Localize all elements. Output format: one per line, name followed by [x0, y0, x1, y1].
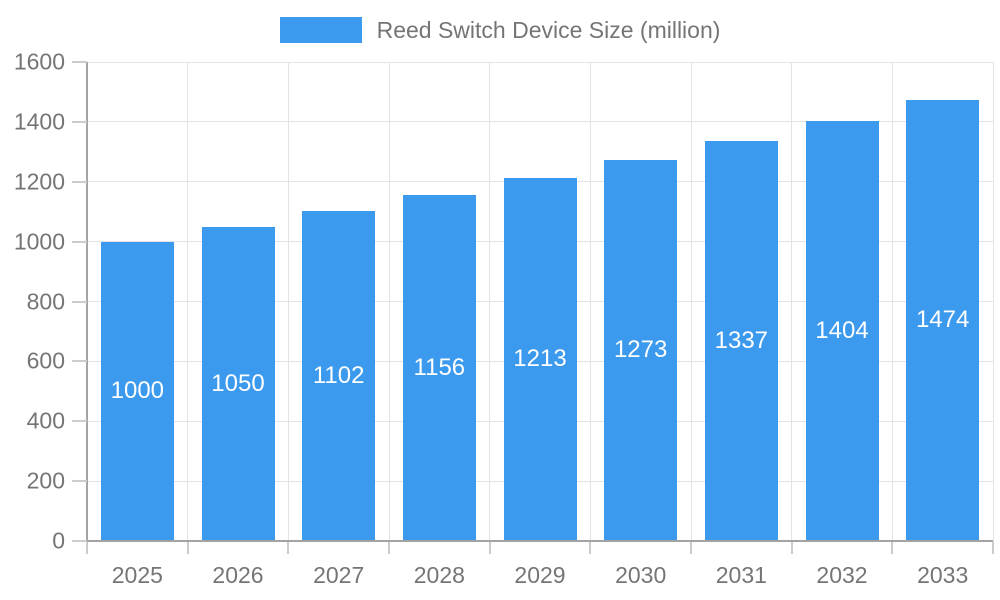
x-gridline — [589, 62, 591, 541]
x-axis-label: 2027 — [313, 562, 365, 588]
bar — [402, 194, 476, 541]
bar — [100, 241, 174, 541]
x-gridline — [690, 62, 692, 541]
x-axis-tick — [790, 542, 793, 554]
bar-value-label: 1102 — [312, 362, 365, 390]
x-axis-label: 2032 — [816, 562, 868, 588]
y-axis-label: 1000 — [13, 228, 65, 255]
y-gridline — [87, 61, 993, 63]
x-gridline — [388, 62, 390, 541]
bar-value-label: 1273 — [613, 336, 668, 364]
y-axis-label: 800 — [26, 288, 65, 314]
x-gridline — [992, 62, 994, 541]
x-axis-label: 2030 — [615, 562, 667, 588]
bar — [503, 177, 577, 541]
y-axis-label: 1600 — [13, 48, 65, 75]
y-axis-tick — [72, 120, 87, 123]
bar-value-label: 1474 — [915, 306, 970, 334]
bar — [201, 226, 275, 541]
x-gridline — [287, 62, 289, 541]
x-gridline — [891, 62, 893, 541]
x-axis-label: 2025 — [111, 562, 163, 588]
x-axis-label: 2028 — [413, 562, 465, 588]
bar — [805, 120, 879, 541]
legend-swatch — [279, 17, 362, 43]
x-axis-label: 2026 — [212, 562, 264, 588]
x-axis-tick — [992, 542, 994, 554]
x-gridline — [489, 62, 491, 541]
y-axis-label: 600 — [26, 347, 65, 374]
bar — [302, 211, 376, 541]
bar-value-label: 1337 — [714, 326, 769, 354]
bar-value-label: 1156 — [413, 353, 466, 381]
x-axis-tick — [186, 542, 189, 554]
bar-value-label: 1000 — [110, 377, 165, 405]
bar — [604, 159, 678, 541]
y-axis-tick — [72, 180, 87, 183]
y-axis-tick — [72, 240, 87, 243]
x-gridline — [187, 62, 189, 541]
y-axis-tick — [72, 480, 87, 483]
x-axis-tick — [488, 542, 491, 554]
y-axis-label: 0 — [52, 527, 65, 554]
x-axis-tick — [287, 542, 290, 554]
y-axis-label: 400 — [26, 407, 65, 434]
bar-value-label: 1213 — [513, 345, 567, 373]
legend-label: Reed Switch Device Size (million) — [376, 17, 721, 43]
x-axis-tick — [891, 542, 894, 554]
x-axis-label: 2029 — [514, 562, 566, 588]
y-axis-tick — [72, 61, 87, 63]
bar-value-label: 1404 — [815, 316, 869, 344]
y-axis-label: 200 — [26, 467, 65, 494]
x-axis-label: 2033 — [917, 562, 969, 588]
x-axis-tick — [388, 542, 390, 554]
x-axis-tick — [86, 542, 88, 554]
y-axis-tick — [72, 300, 87, 303]
y-axis-tick — [72, 420, 87, 423]
bar — [906, 99, 980, 541]
y-axis-line — [86, 62, 88, 553]
y-gridline — [87, 121, 993, 123]
x-axis-line — [87, 540, 993, 542]
bar-value-label: 1050 — [211, 369, 265, 397]
x-axis-label: 2031 — [715, 562, 767, 588]
y-axis-tick — [72, 540, 87, 542]
y-axis-label: 1400 — [13, 108, 65, 135]
y-axis-label: 1200 — [13, 168, 65, 195]
y-axis-tick — [72, 360, 87, 363]
legend[interactable]: Reed Switch Device Size (million) — [0, 17, 1000, 43]
x-gridline — [791, 62, 793, 541]
bar — [704, 140, 778, 541]
x-axis-tick — [690, 542, 692, 554]
x-axis-tick — [589, 542, 592, 554]
